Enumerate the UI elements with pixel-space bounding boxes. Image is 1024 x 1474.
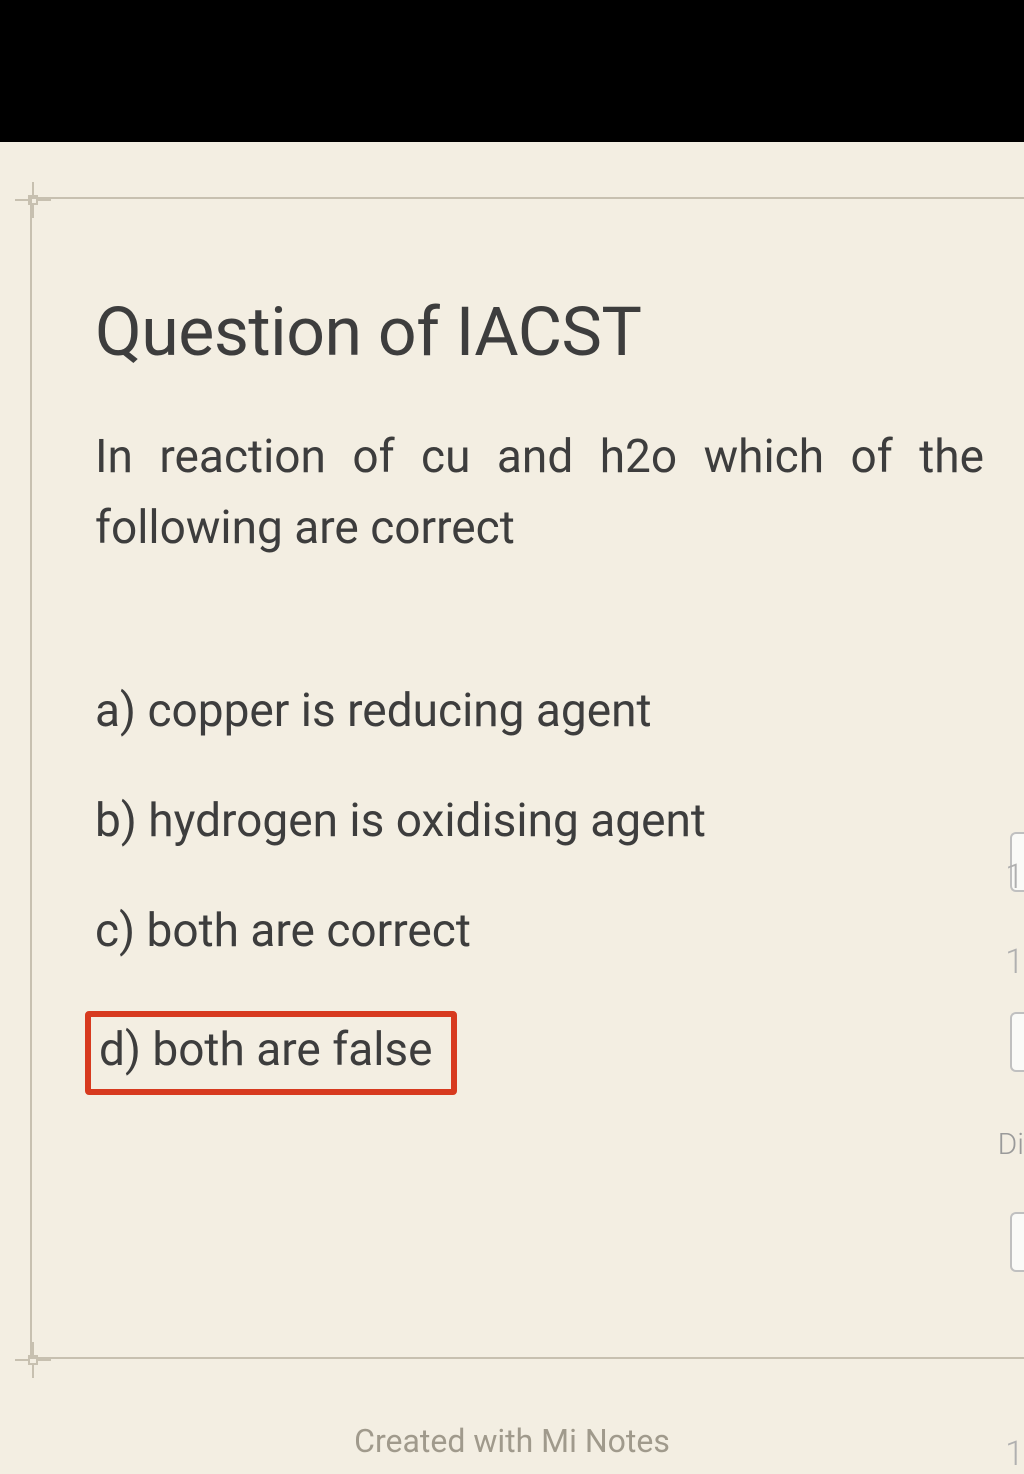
side-artifact-text: 1: [1005, 1434, 1024, 1474]
frame-bottom-line: [30, 1357, 1024, 1359]
option-d-wrapper: d) both are false: [95, 1011, 984, 1095]
frame-corner-top-left-icon: [15, 182, 51, 218]
side-artifact-text: 1: [1005, 857, 1024, 897]
option-c: c) both are correct: [95, 902, 984, 962]
side-artifact-box: [1010, 1012, 1024, 1072]
question-title: Question of IACST: [95, 292, 642, 372]
side-artifact-text: Di: [998, 1127, 1024, 1162]
option-d-highlighted: d) both are false: [85, 1011, 457, 1095]
top-black-bar: [0, 0, 1024, 142]
question-body: In reaction of cu and h2o which of the f…: [95, 422, 984, 565]
note-content-area: Question of IACST In reaction of cu and …: [0, 142, 1024, 1474]
frame-corner-bottom-left-icon: [15, 1342, 51, 1378]
frame-left-line: [30, 197, 32, 1357]
side-artifact-box: [1010, 1212, 1024, 1272]
option-b: b) hydrogen is oxidising agent: [95, 792, 984, 852]
frame-top-line: [30, 197, 1024, 199]
side-artifact-text: 1: [1005, 942, 1024, 982]
footer-credit: Created with Mi Notes: [0, 1422, 1024, 1460]
options-list: a) copper is reducing agent b) hydrogen …: [95, 682, 984, 1145]
option-a: a) copper is reducing agent: [95, 682, 984, 742]
